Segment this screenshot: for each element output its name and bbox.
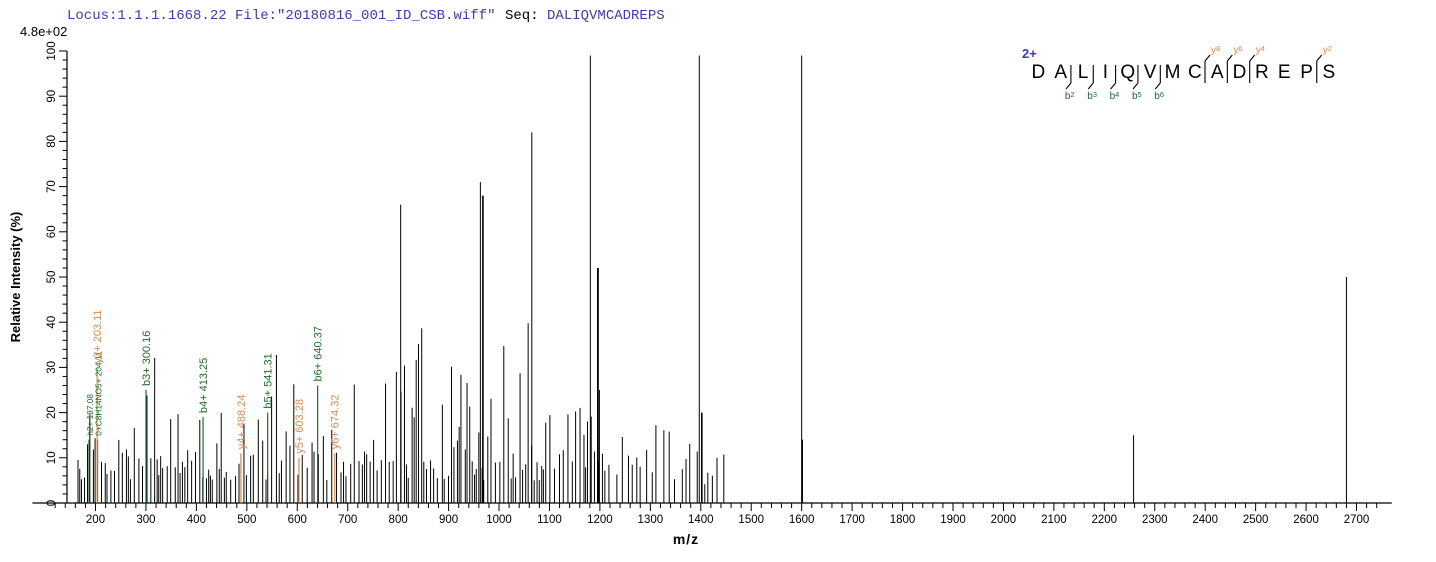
svg-text:10: 10: [46, 451, 58, 464]
svg-text:90: 90: [46, 90, 58, 103]
svg-text:I: I: [1103, 62, 1108, 83]
svg-text:Seq: DALIQVMCADREPS: Seq: DALIQVMCADREPS: [505, 8, 665, 24]
svg-text:1000: 1000: [486, 514, 512, 526]
svg-text:P: P: [1300, 62, 1313, 83]
svg-text:2600: 2600: [1293, 514, 1319, 526]
svg-text:R: R: [1255, 62, 1269, 83]
svg-text:40: 40: [46, 316, 58, 329]
svg-text:E: E: [1278, 62, 1291, 83]
svg-text:Relative Intensity (%): Relative Intensity (%): [8, 212, 23, 343]
svg-text:A: A: [1211, 62, 1224, 83]
svg-text:50: 50: [46, 271, 58, 284]
svg-text:2200: 2200: [1092, 514, 1118, 526]
svg-text:m/z: m/z: [673, 531, 699, 547]
svg-text:y2+ 203.11: y2+ 203.11: [92, 309, 104, 363]
svg-text:60: 60: [46, 225, 58, 238]
svg-text:2300: 2300: [1142, 514, 1168, 526]
svg-text:100: 100: [46, 41, 58, 60]
svg-text:500: 500: [237, 514, 256, 526]
svg-text:2500: 2500: [1243, 514, 1269, 526]
svg-text:600: 600: [288, 514, 307, 526]
svg-text:C: C: [1188, 62, 1202, 83]
svg-text:4.8e+02: 4.8e+02: [20, 24, 67, 39]
svg-text:700: 700: [338, 514, 357, 526]
svg-text:S: S: [1323, 62, 1336, 83]
svg-text:b6+ 640.37: b6+ 640.37: [313, 326, 325, 381]
svg-text:2100: 2100: [1041, 514, 1067, 526]
svg-text:800: 800: [389, 514, 408, 526]
svg-text:300: 300: [136, 514, 155, 526]
svg-text:0: 0: [46, 500, 58, 506]
svg-text:1600: 1600: [789, 514, 815, 526]
svg-text:400: 400: [187, 514, 206, 526]
svg-text:1700: 1700: [839, 514, 865, 526]
svg-text:1800: 1800: [890, 514, 916, 526]
svg-text:70: 70: [46, 180, 58, 193]
svg-text:20: 20: [46, 406, 58, 419]
svg-text:1900: 1900: [940, 514, 966, 526]
svg-text:1300: 1300: [638, 514, 664, 526]
svg-text:V: V: [1144, 62, 1157, 83]
svg-text:b4+ 413.25: b4+ 413.25: [198, 358, 210, 413]
svg-text:80: 80: [46, 135, 58, 148]
svg-text:Q: Q: [1120, 62, 1135, 83]
svg-text:D: D: [1032, 62, 1046, 83]
svg-text:2000: 2000: [991, 514, 1017, 526]
svg-text:M: M: [1165, 62, 1181, 83]
svg-text:1500: 1500: [738, 514, 764, 526]
svg-text:200: 200: [86, 514, 105, 526]
svg-text:b3+ 300.16: b3+ 300.16: [141, 331, 153, 386]
svg-text:b5+ 541.31: b5+ 541.31: [263, 353, 275, 408]
svg-text:A: A: [1054, 62, 1067, 83]
svg-text:900: 900: [439, 514, 458, 526]
svg-text:y5+ 603.28: y5+ 603.28: [294, 399, 306, 454]
svg-text:y6+ 674.32: y6+ 674.32: [330, 395, 342, 450]
svg-text:2700: 2700: [1344, 514, 1370, 526]
svg-text:1400: 1400: [688, 514, 714, 526]
svg-text:y4+ 488.24: y4+ 488.24: [236, 395, 248, 450]
svg-text:1200: 1200: [587, 514, 613, 526]
svg-text:1100: 1100: [537, 514, 562, 526]
svg-text:D: D: [1233, 62, 1247, 83]
svg-text:2+: 2+: [1022, 46, 1037, 61]
svg-text:L: L: [1078, 62, 1089, 83]
svg-text:2400: 2400: [1192, 514, 1218, 526]
svg-text:30: 30: [46, 361, 58, 374]
svg-text:Locus:1.1.1.1668.22 File:"2018: Locus:1.1.1.1668.22 File:"20180816_001_I…: [67, 8, 495, 24]
